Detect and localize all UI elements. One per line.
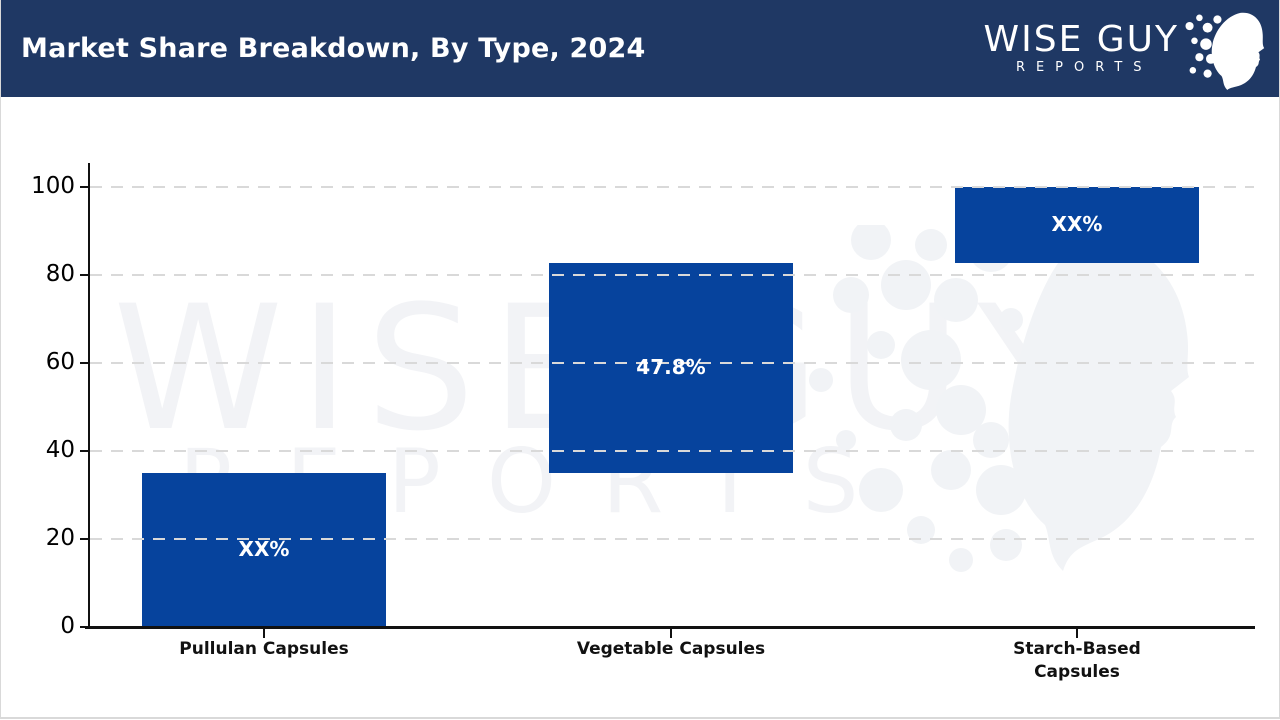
y-tick — [80, 274, 88, 276]
bar — [955, 187, 1199, 263]
x-tick-label-line: Pullulan Capsules — [179, 639, 349, 659]
logo-text: WISE GUY REPORTS — [983, 19, 1180, 76]
gridline — [90, 538, 1254, 540]
chart-title: Market Share Breakdown, By Type, 2024 — [21, 33, 646, 64]
bar — [549, 262, 793, 473]
y-tick-label: 20 — [45, 525, 75, 551]
x-tick — [1076, 629, 1078, 638]
y-tick — [80, 362, 88, 364]
gridline — [90, 450, 1254, 452]
x-tick — [263, 629, 265, 638]
y-tick — [80, 450, 88, 452]
y-axis-line — [88, 163, 90, 629]
bar — [142, 473, 386, 627]
y-tick-label: 60 — [45, 349, 75, 375]
x-tick-label-line: Capsules — [1034, 662, 1120, 682]
gridline — [90, 274, 1254, 276]
logo-wordmark: WISE GUY — [983, 19, 1179, 60]
bar-value-label: XX% — [1051, 211, 1103, 236]
y-tick — [80, 538, 88, 540]
y-tick — [80, 626, 88, 628]
watermark-face-icon — [809, 225, 1189, 572]
y-tick-label: 100 — [31, 173, 75, 199]
y-tick-label: 80 — [45, 261, 75, 287]
x-tick-label: Starch-Based Capsules — [947, 638, 1207, 684]
x-axis-line — [85, 626, 1255, 629]
x-tick — [670, 629, 672, 638]
wise-guy-logo: WISE GUY REPORTS — [984, 7, 1266, 91]
x-tick-label-line: Starch-Based — [1013, 639, 1141, 659]
gridline — [90, 362, 1254, 364]
y-tick-label: 40 — [45, 437, 75, 463]
header: Market Share Breakdown, By Type, 2024 WI… — [1, 0, 1279, 97]
y-tick — [80, 186, 88, 188]
x-tick-label: Pullulan Capsules — [134, 638, 394, 661]
logo-subtitle: REPORTS — [1015, 60, 1153, 75]
bar-value-label: XX% — [238, 537, 290, 561]
x-tick-label-line: Vegetable Capsules — [576, 639, 766, 659]
x-tick-label: Vegetable Capsules — [541, 638, 801, 661]
bar-value-label: 47.8% — [636, 354, 706, 379]
gridline — [90, 186, 1254, 188]
y-tick-label: 0 — [60, 613, 75, 639]
logo-face-icon — [1185, 12, 1265, 90]
